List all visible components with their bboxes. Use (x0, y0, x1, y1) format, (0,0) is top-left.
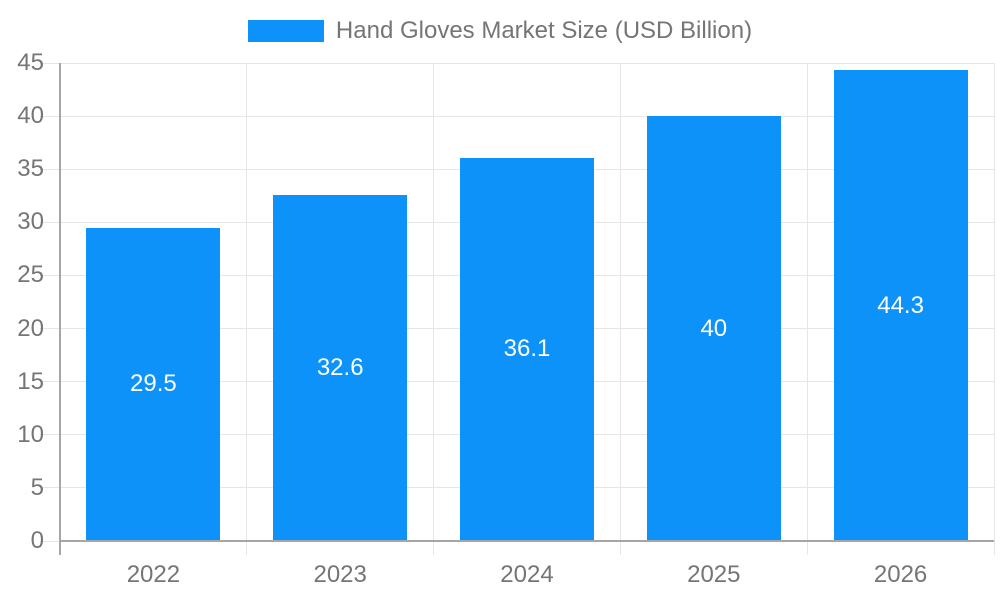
y-axis-line (58, 63, 61, 555)
y-gridline (40, 115, 994, 117)
y-axis-tick-label: 0 (30, 527, 44, 554)
bar-value-label: 36.1 (503, 335, 551, 363)
y-axis-tick-label: 40 (17, 102, 44, 130)
bar-2023: 32.6 (273, 194, 408, 541)
y-axis-tick-label: 5 (30, 473, 44, 501)
x-axis-tick-label: 2022 (126, 561, 181, 588)
x-gridline (246, 63, 248, 541)
x-axis-tick-label: 2024 (500, 561, 554, 588)
x-gridline (993, 63, 995, 541)
x-axis-tick (993, 541, 995, 555)
bar-2024: 36.1 (460, 157, 594, 541)
y-axis-tick-label: 45 (17, 49, 44, 76)
chart-legend: Hand Gloves Market Size (USD Billion) (0, 16, 1000, 46)
bar-2022: 29.5 (86, 227, 221, 541)
y-axis-tick-label: 25 (17, 261, 44, 289)
y-gridline (40, 62, 994, 64)
x-axis-line (60, 540, 994, 542)
legend-label: Hand Gloves Market Size (USD Billion) (335, 17, 753, 44)
y-axis-tick-label: 10 (17, 420, 44, 448)
x-axis-tick (806, 541, 808, 555)
y-axis-tick-label: 15 (17, 367, 44, 395)
bar-value-label: 32.6 (316, 353, 364, 381)
x-axis-tick (433, 541, 435, 555)
y-axis-tick-label: 20 (17, 314, 44, 342)
x-axis-tick-label: 2025 (687, 561, 741, 588)
bar-2025: 40 (646, 116, 781, 541)
y-axis-tick-label: 30 (17, 208, 44, 236)
x-axis-tick-label: 2026 (873, 561, 928, 588)
x-gridline (433, 63, 435, 541)
x-axis-tick-label: 2023 (313, 561, 367, 588)
x-axis-tick (246, 541, 248, 555)
x-gridline (619, 63, 621, 541)
bar-value-label: 44.3 (877, 291, 924, 319)
legend-swatch (247, 20, 324, 42)
bar-value-label: 29.5 (130, 370, 177, 398)
y-tick-stub (40, 540, 60, 542)
bar-value-label: 40 (700, 314, 728, 342)
x-gridline (806, 63, 808, 541)
bar-2026: 44.3 (833, 70, 968, 541)
x-axis-tick (619, 541, 621, 555)
y-axis-tick-label: 35 (17, 155, 44, 183)
